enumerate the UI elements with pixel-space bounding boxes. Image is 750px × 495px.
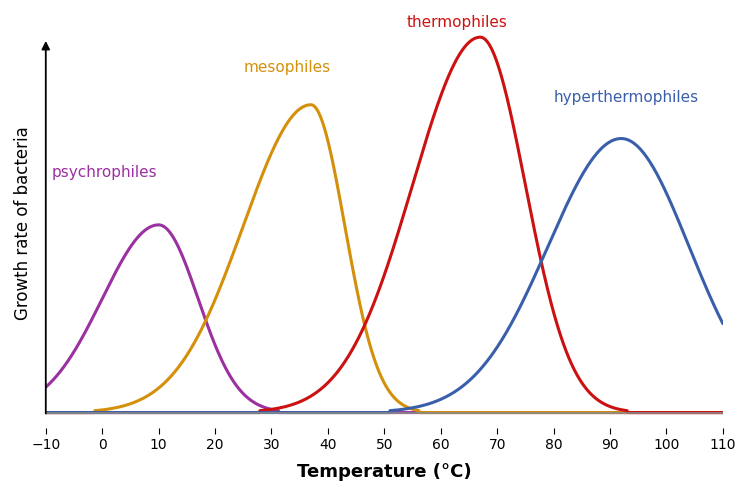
Text: mesophiles: mesophiles — [243, 60, 331, 75]
Text: hyperthermophiles: hyperthermophiles — [554, 90, 699, 105]
Text: psychrophiles: psychrophiles — [52, 165, 157, 180]
Y-axis label: Growth rate of bacteria: Growth rate of bacteria — [14, 126, 32, 320]
X-axis label: Temperature (°C): Temperature (°C) — [297, 463, 472, 481]
Text: thermophiles: thermophiles — [407, 15, 508, 30]
